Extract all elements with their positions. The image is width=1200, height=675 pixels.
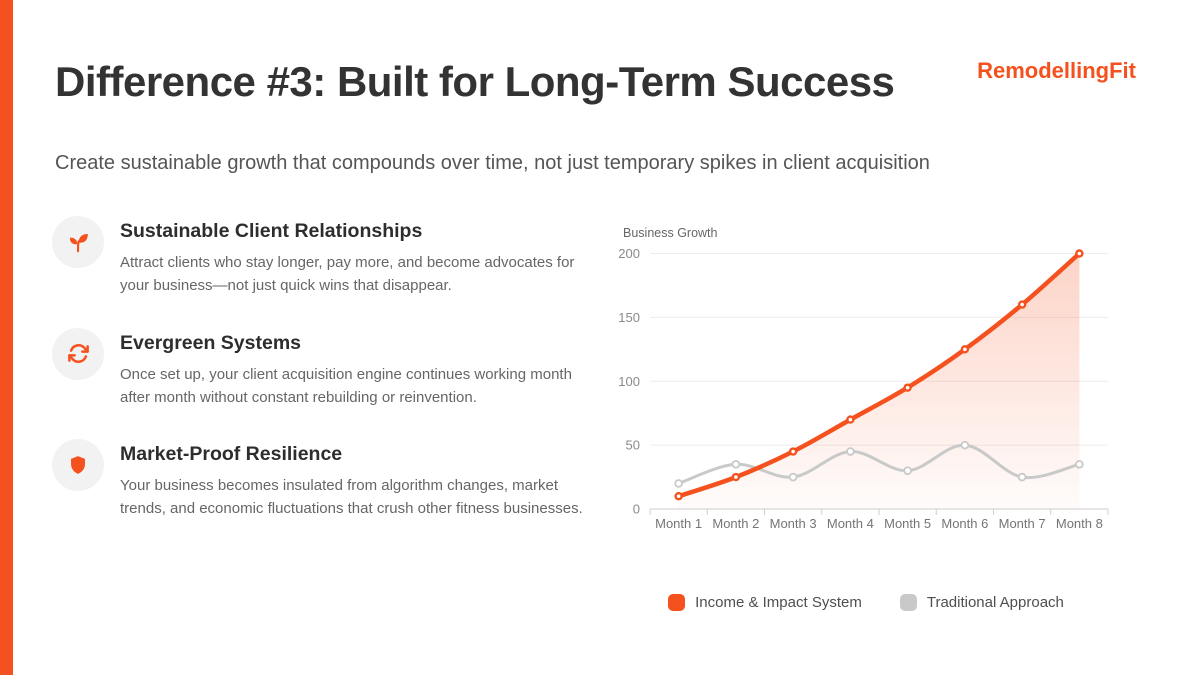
data-point-marker [960, 345, 970, 354]
feature-text: Market-Proof Resilience Your business be… [120, 439, 585, 521]
data-point-marker [674, 479, 683, 488]
x-axis-label: Month 3 [770, 516, 817, 531]
chart-axis [649, 509, 1109, 515]
x-axis-label: Month 7 [999, 516, 1046, 531]
legend-label: Income & Impact System [695, 594, 862, 611]
y-axis-label: 200 [618, 246, 640, 261]
data-point-marker [1017, 472, 1027, 482]
sprout-icon [52, 216, 104, 268]
legend-item: Traditional Approach [899, 594, 1064, 611]
chart-x-labels: Month 1 Month 2 Month 3 Month 4 Month 5 Month… [655, 516, 1103, 531]
data-point-marker [1075, 249, 1084, 258]
chart-series-income-impact [674, 249, 1084, 501]
data-point-marker [674, 492, 683, 501]
legend-swatch [668, 594, 686, 611]
y-axis-label: 150 [618, 310, 640, 325]
x-axis-label: Month 1 [655, 516, 702, 531]
x-axis-label: Month 6 [941, 516, 988, 531]
feature-item: Sustainable Client Relationships Attract… [52, 216, 592, 298]
feature-title: Sustainable Client Relationships [120, 220, 423, 242]
data-point-marker [903, 466, 912, 475]
data-point-marker [731, 459, 741, 469]
data-point-marker [731, 472, 741, 482]
legend-label: Traditional Approach [926, 594, 1064, 611]
feature-title: Evergreen Systems [120, 331, 302, 354]
chart-legend: Income & Impact System Traditional Appro… [610, 594, 1122, 611]
data-point-marker [1017, 300, 1027, 309]
data-point-marker [788, 447, 798, 456]
brand-logo: RemodellingFit [977, 58, 1136, 83]
features-list: Sustainable Client Relationships Attract… [52, 216, 592, 551]
x-axis-label: Month 2 [712, 516, 759, 531]
legend-swatch [899, 594, 917, 611]
feature-item: Evergreen Systems Once set up, your clie… [52, 327, 592, 410]
page-subtitle: Create sustainable growth that compounds… [55, 152, 930, 174]
page-title: Difference #3: Built for Long-Term Succe… [55, 58, 895, 105]
chart-area-fill [678, 253, 1080, 509]
data-point-marker [846, 447, 855, 456]
left-accent-bar [0, 0, 13, 675]
feature-item: Market-Proof Resilience Your business be… [52, 439, 592, 521]
feature-description: Your business becomes insulated from alg… [120, 477, 583, 518]
chart-series-traditional [674, 440, 1084, 488]
data-point-marker [903, 383, 912, 392]
x-axis-label: Month 4 [827, 516, 874, 531]
feature-title: Market-Proof Resilience [120, 443, 343, 465]
data-point-marker [846, 415, 855, 424]
x-axis-label: Month 8 [1056, 516, 1103, 531]
y-axis-label: 0 [633, 502, 640, 517]
feature-text: Sustainable Client Relationships Attract… [120, 216, 585, 298]
business-growth-chart: 0 50 100 150 200 Month 1 Month 2 Month 3 Month 4… [618, 246, 1109, 531]
x-axis-label: Month 5 [884, 516, 931, 531]
legend-item: Income & Impact System [668, 594, 862, 611]
data-point-marker [1075, 459, 1084, 469]
chart-title: Business Growth [623, 226, 718, 240]
feature-description: Attract clients who stay longer, pay mor… [120, 254, 575, 295]
y-axis-label: 100 [618, 374, 640, 389]
data-point-marker [788, 472, 798, 482]
feature-description: Once set up, your client acquisition eng… [120, 365, 572, 406]
shield-icon [52, 439, 104, 491]
feature-text: Evergreen Systems Once set up, your clie… [120, 328, 585, 410]
data-point-marker [960, 440, 970, 450]
chart-panel: Business Growth 0 50 100 150 200 Month 1 Month… [610, 222, 1125, 642]
y-axis-label: 50 [626, 438, 640, 453]
refresh-icon [52, 327, 104, 380]
